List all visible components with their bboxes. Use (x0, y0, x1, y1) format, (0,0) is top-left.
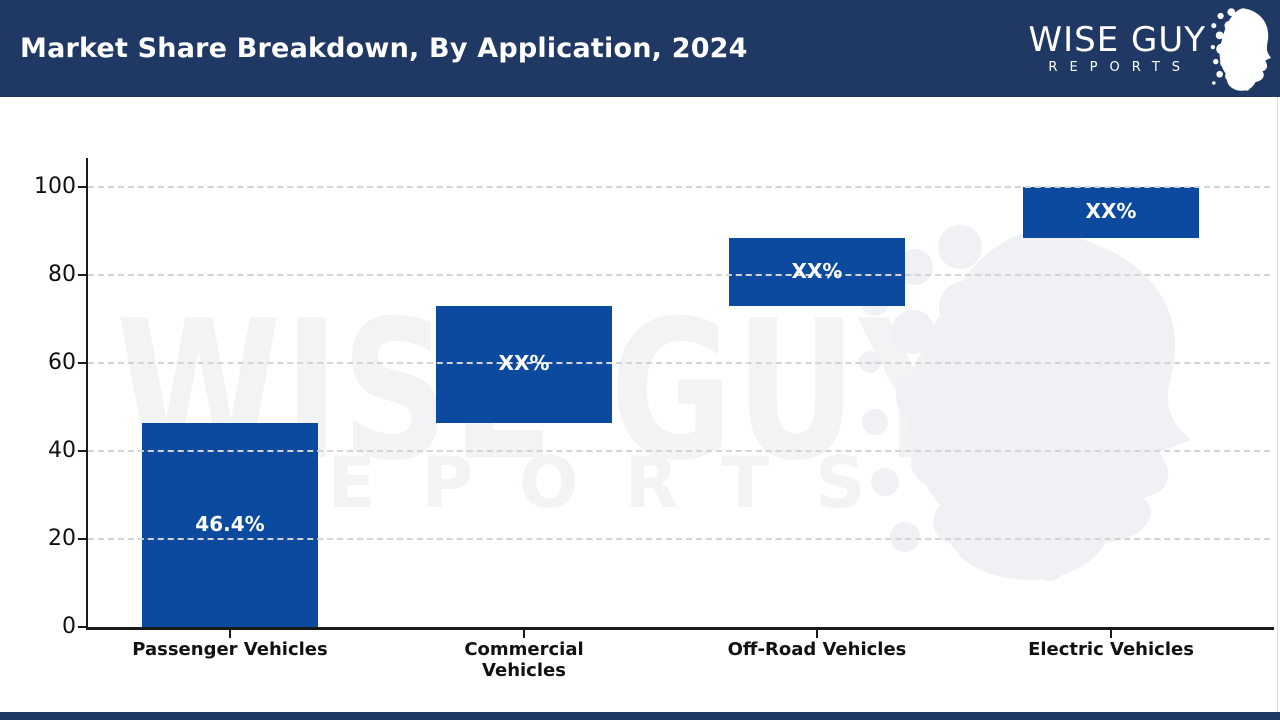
category-label-2: Commercial Vehicles (464, 639, 584, 681)
bar-2 (436, 305, 612, 423)
figure-right-border (1277, 97, 1278, 712)
y-axis-line (86, 158, 88, 629)
y-tick-40 (78, 450, 87, 452)
footer-band (0, 712, 1280, 720)
y-tick-label-20: 20 (48, 526, 76, 551)
category-label-1: Passenger Vehicles (132, 639, 328, 660)
x-axis-line (86, 627, 1274, 630)
y-tick-label-100: 100 (34, 174, 76, 199)
watermark-brand-line2: REPORTS (228, 442, 912, 524)
y-tick-label-60: 60 (48, 350, 76, 375)
bar-value-label-1: 46.4% (195, 511, 265, 536)
brand-head-icon (1210, 7, 1272, 91)
brand-logo: WISE GUY REPORTS (1028, 0, 1274, 97)
category-label-3: Off-Road Vehicles (727, 639, 907, 660)
header-band: Market Share Breakdown, By Application, … (0, 0, 1280, 97)
x-tick-4 (1110, 630, 1112, 638)
y-tick-20 (78, 538, 87, 540)
gridline-60 (88, 362, 1270, 364)
gridline-80 (88, 274, 1270, 276)
x-tick-1 (229, 630, 231, 638)
y-tick-80 (78, 274, 87, 276)
bar-value-label-4: XX% (1085, 199, 1137, 224)
gridline-40 (88, 450, 1270, 452)
gridline-100 (88, 186, 1270, 188)
bar-4 (1023, 187, 1199, 238)
brand-logo-text: WISE GUY REPORTS (1028, 23, 1206, 75)
y-tick-label-80: 80 (48, 262, 76, 287)
brand-subname: REPORTS (1048, 59, 1193, 75)
bar-value-label-3: XX% (791, 258, 843, 283)
gridline-20 (88, 538, 1270, 540)
category-label-4: Electric Vehicles (1028, 639, 1194, 660)
y-tick-100 (78, 186, 87, 188)
x-tick-2 (523, 630, 525, 638)
x-tick-3 (816, 630, 818, 638)
bar-1 (142, 422, 318, 627)
y-tick-60 (78, 362, 87, 364)
brand-name: WISE GUY (1028, 19, 1206, 60)
page-title: Market Share Breakdown, By Application, … (20, 33, 748, 64)
y-tick-label-40: 40 (48, 438, 76, 463)
y-tick-label-0: 0 (62, 614, 76, 639)
y-tick-0 (78, 626, 87, 628)
bar-value-label-2: XX% (498, 351, 550, 376)
